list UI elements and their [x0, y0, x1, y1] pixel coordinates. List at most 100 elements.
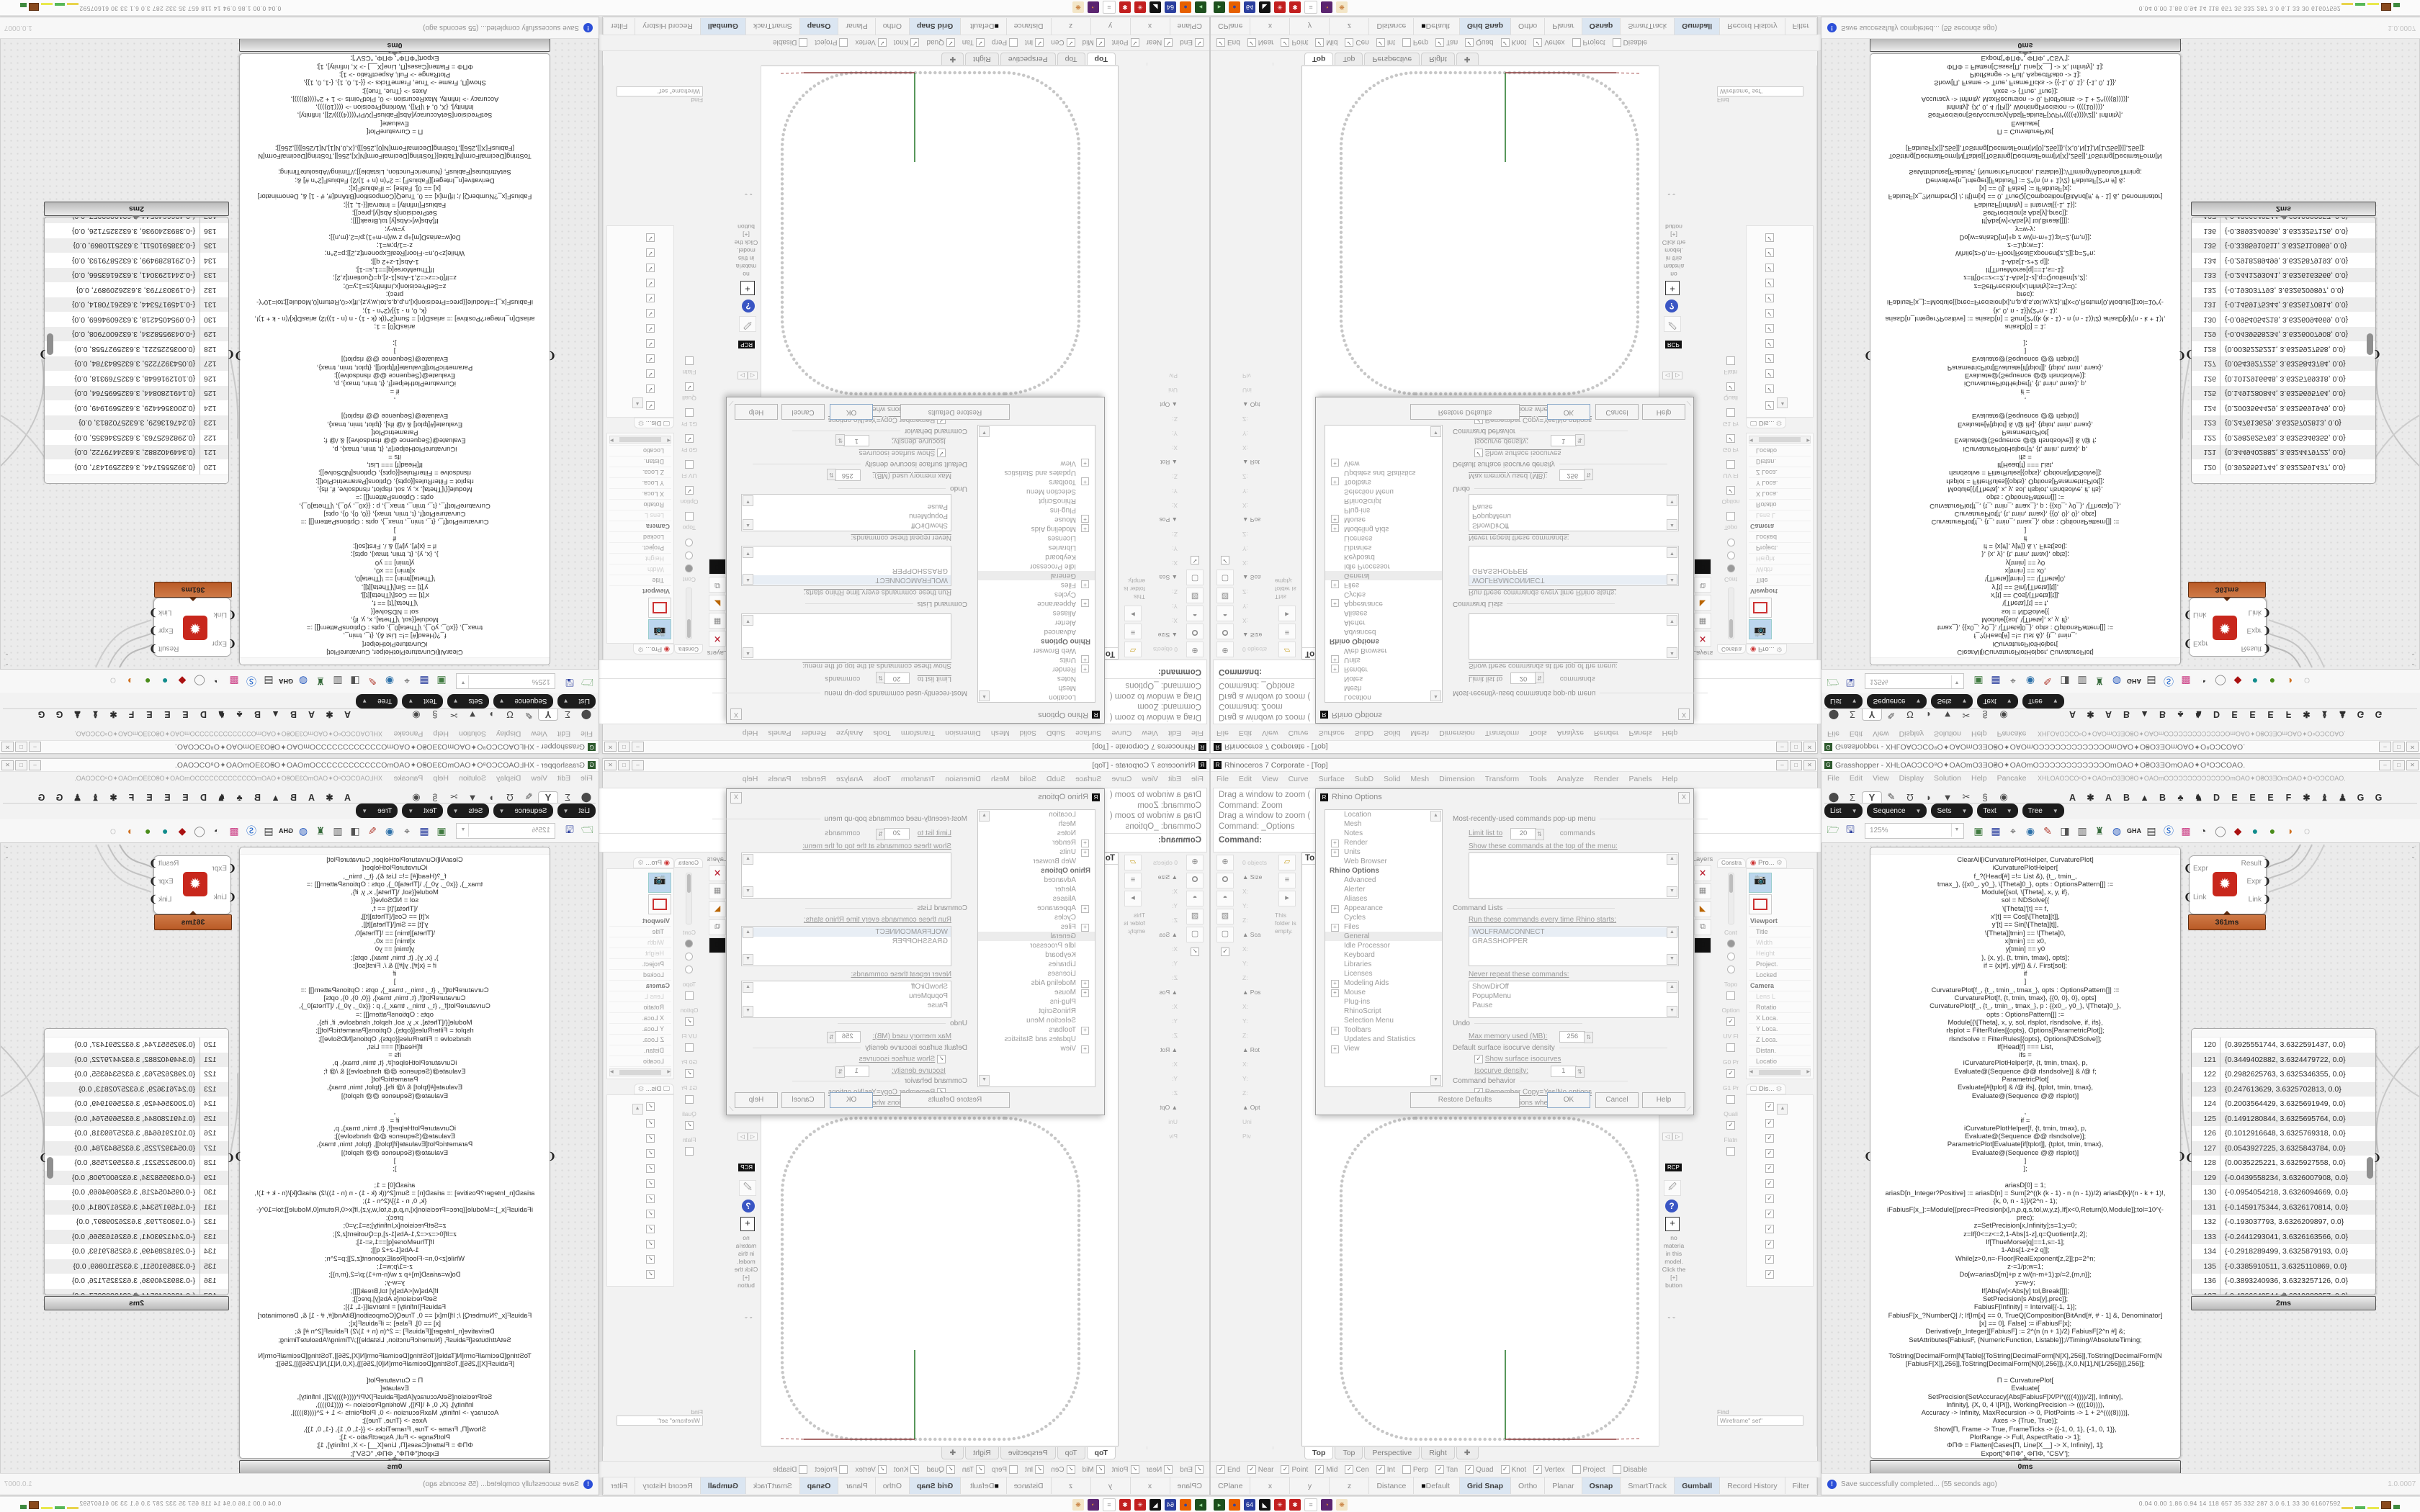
gh-toolbar-icon[interactable]: ◆ — [178, 824, 187, 837]
viewport-frame-icon[interactable] — [1749, 894, 1772, 914]
status-pane-cplane[interactable]: CPlane — [1211, 18, 1251, 35]
constraints-checkbox[interactable] — [676, 406, 703, 419]
run-listbox[interactable]: WOLFRAMCONNECT GRASSHOPPER ▲ ▼ — [1469, 546, 1679, 586]
dialog-resize-grip[interactable]: ⟋ — [1686, 1105, 1691, 1112]
gh-menu-item-file[interactable]: File — [1827, 729, 1839, 738]
gh-toolbar-icon[interactable]: ▥ — [333, 824, 343, 837]
tree-item-advanced[interactable]: Advanced — [1044, 628, 1076, 636]
menu-item-subd[interactable]: SubD — [1046, 775, 1066, 783]
cap-icon[interactable]: 🞇 — [1186, 873, 1204, 888]
gh-window-buttons[interactable]: – □ ✕ — [1, 742, 41, 752]
tree-item-mesh[interactable]: Mesh — [1344, 820, 1362, 828]
menu-item-file[interactable]: File — [1191, 775, 1204, 783]
component-output-grip[interactable]: ❩ — [149, 894, 157, 904]
gh-plugin-tab[interactable]: ✱ — [326, 793, 333, 803]
menu-item-mesh[interactable]: Mesh — [1410, 729, 1430, 737]
open-file-icon[interactable]: 🗁 — [581, 677, 593, 688]
osnap-checkbox[interactable]: ✓ — [1066, 1465, 1075, 1474]
gh-plugin-tab[interactable]: ♣ — [2177, 709, 2184, 719]
gh-plugin-tab[interactable]: E — [164, 793, 171, 803]
mathematica-component[interactable]: Expr Link Result Expr Link ✹ — [2189, 855, 2267, 914]
mathematica-component[interactable]: Expr Link Result Expr Link ✹ — [2189, 598, 2267, 657]
viewport-tab-✚[interactable]: ✚ — [1456, 1447, 1479, 1459]
never-command-item[interactable]: PopupMenu — [1472, 512, 1511, 520]
tree-item-selection-menu[interactable]: Selection Menu — [1344, 487, 1394, 495]
gh-toolbar-icon[interactable]: ● — [161, 825, 169, 837]
gh-toolbar-icon[interactable]: ⌖ — [404, 675, 410, 688]
osnap-checkbox[interactable]: ✓ — [1465, 1465, 1474, 1474]
osnap-checkbox[interactable]: ✓ — [1164, 38, 1173, 47]
canvas-zoom-widget[interactable]: ⌃ ⌄ — [2411, 652, 2416, 666]
list-panel-output-grip[interactable]: ❩ — [2373, 349, 2381, 360]
osnap-checkbox[interactable]: ✓ — [1130, 1465, 1139, 1474]
menu-item-subd[interactable]: SubD — [1354, 729, 1374, 737]
osnap-checkbox[interactable]: ✓ — [910, 1465, 920, 1474]
component-output-grip[interactable]: ❩ — [2263, 894, 2271, 904]
constraints-tab[interactable]: Constra — [1717, 858, 1747, 868]
constraints-checkbox[interactable] — [1717, 1041, 1744, 1054]
osnap-checkbox[interactable]: ✓ — [1216, 1465, 1225, 1474]
gh-menu-item-solution[interactable]: Solution — [459, 774, 486, 783]
black-swatch[interactable]: ■ — [709, 937, 726, 953]
constraints-checkbox[interactable] — [1717, 354, 1744, 367]
display-checkbox-row[interactable]: ✓ — [607, 231, 655, 244]
tree-scroll-up[interactable]: ▲ — [1430, 811, 1441, 822]
tree-scroll-down[interactable]: ▼ — [979, 426, 990, 437]
component-input-label[interactable]: Link — [2193, 611, 2207, 618]
taskbar-app-icon[interactable]: ◔ — [1088, 1, 1099, 13]
display-checkbox-row[interactable]: ✓ — [1765, 1147, 1813, 1160]
osnap-knot[interactable]: ✓ Knot — [1500, 38, 1526, 47]
taskbar-app-icon[interactable]: ● — [1229, 1499, 1240, 1511]
gh-toolbar-icon[interactable]: ▦ — [1991, 824, 2001, 837]
run-command-item[interactable]: GRASSHOPPER — [1472, 567, 1528, 575]
tree-item-licenses[interactable]: Licenses — [1047, 970, 1076, 978]
gh-toolbar-icons[interactable]: ▣ ▦ ⌖ ◉ ✎ ◨ ▥ ♜ ◍ GHA ▤ Ⓢ ▩ ◔ ◯ ◆ ● ● ◑ ◌ — [104, 672, 450, 690]
osnap-perp[interactable]: Perp — [992, 1465, 1018, 1474]
folder-icon[interactable]: ▱ — [1278, 642, 1296, 657]
gh-plugin-tab[interactable]: ♞ — [217, 709, 226, 719]
run-command-item[interactable]: GRASSHOPPER — [892, 567, 948, 575]
tree-item-location[interactable]: Location — [1049, 811, 1076, 819]
display-checkbox-row[interactable]: ✓ — [607, 352, 655, 365]
undo-spinner[interactable]: 256 — [834, 469, 861, 481]
gh-tab-icon[interactable]: Ʊ — [506, 792, 514, 803]
undo-spinner[interactable]: 256 — [1559, 1031, 1594, 1043]
help-button[interactable]: Help — [1642, 1092, 1685, 1108]
gh-plugin-tab[interactable]: ♟ — [2338, 793, 2347, 803]
component-input-grip[interactable]: ❨ — [2184, 863, 2192, 873]
constraints-checkbox[interactable] — [1717, 510, 1744, 523]
osnap-checkbox[interactable]: ✓ — [1095, 1465, 1105, 1474]
viewport-tabs[interactable]: Top Top Perspective Right ✚ — [1304, 53, 1479, 67]
gh-plugin-tab[interactable]: ▲ — [271, 709, 280, 719]
taskbar-icons[interactable]: ▸ ● 64 ◣ ✳ ✱ ≡ ◔ ❋ — [1072, 1, 1210, 14]
dock-checkbox[interactable]: ✓ — [1191, 947, 1199, 956]
gh-canvas[interactable]: ClearAll[iCurvaturePlotHelper, Curvature… — [0, 37, 599, 670]
osnap-disable[interactable]: Disable — [1612, 1465, 1647, 1474]
taskbar-app-icon[interactable]: ◣ — [1259, 1499, 1270, 1511]
tree-scroll-down[interactable]: ▼ — [979, 1075, 990, 1086]
osnap-checkbox[interactable] — [1612, 38, 1621, 47]
osnap-project[interactable]: Project — [815, 1465, 848, 1474]
open-file-icon[interactable]: 🗁 — [1827, 824, 1839, 835]
gh-menubar[interactable]: File Edit View Display Solution Help Pancake — [394, 772, 593, 785]
zoom-combo[interactable]: 125% ▼ — [1865, 823, 1964, 839]
gh-tabstrip[interactable]: ⬤ Σ Y ✎ Ʊ ◗ ▼ ✂ § ◉ A ✱ A B ▲ B ♣ ♞ D E E E F ✱ ♝ ♟ G G — [1824, 708, 2417, 726]
tree-item-files[interactable]: + Files — [978, 922, 1095, 932]
layer-color-icon[interactable]: 🗙 — [709, 631, 726, 647]
gh-toolbar-icon[interactable]: ◨ — [350, 675, 360, 688]
osnap-checkbox[interactable]: ✓ — [910, 38, 920, 47]
tree-item-libraries[interactable]: Libraries — [1048, 544, 1076, 552]
status-toggle-osnap[interactable]: Osnap — [1582, 18, 1621, 35]
iso-check-row[interactable]: ✓ Show surface isocurves — [1474, 449, 1561, 457]
menu-item-surface[interactable]: Surface — [1075, 729, 1102, 737]
never-listbox[interactable]: ShowDirOff PopupMenu Pause ▲ ▼ — [1469, 494, 1679, 531]
windows-taskbar[interactable]: ▸ ● 64 ◣ ✳ ✱ ≡ ◔ ❋ 0.04 0.00 1.86 0.94 14 118 65… — [1210, 0, 2420, 16]
gh-plugin-tab[interactable]: E — [146, 793, 153, 803]
mathematica-component[interactable]: Expr Link Result Expr Link ✹ — [153, 855, 231, 914]
menu-item-curve[interactable]: Curve — [1288, 729, 1309, 737]
component-input-label[interactable]: Expr — [2193, 639, 2208, 647]
iso-check-row[interactable]: ✓ Show surface isocurves — [1474, 1055, 1561, 1063]
status-toggle-grid-snap[interactable]: Grid Snap — [1459, 1477, 1511, 1494]
gh-plugin-tab[interactable]: F — [128, 793, 135, 803]
gh-toolbar-icon[interactable]: ● — [161, 675, 169, 687]
